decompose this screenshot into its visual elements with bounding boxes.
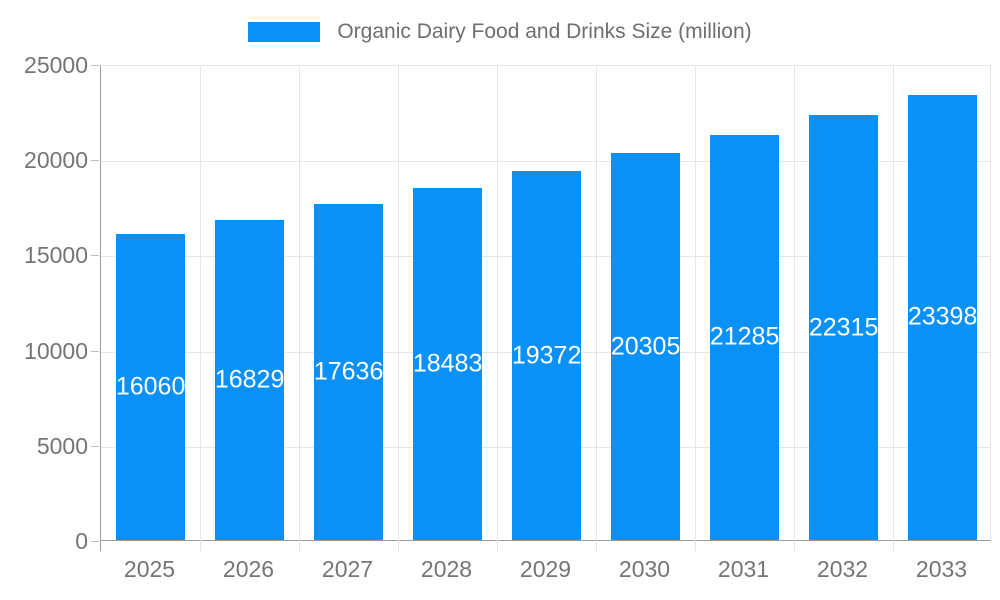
y-tick-label: 0 <box>75 528 88 554</box>
gridline-vertical <box>596 66 597 551</box>
gridline-vertical <box>893 66 894 551</box>
x-tick-label: 2029 <box>519 556 572 582</box>
y-axis-tick <box>91 541 99 542</box>
bar[interactable]: 20305 <box>610 153 681 540</box>
bar-value-label: 19372 <box>511 341 582 370</box>
y-axis-tick <box>91 350 99 352</box>
bar-value-label: 17636 <box>313 357 384 386</box>
bar-value-label: 16060 <box>115 372 186 401</box>
bar-value-label: 16829 <box>214 365 285 394</box>
bar[interactable]: 21285 <box>709 134 780 540</box>
gridline-vertical <box>299 66 300 551</box>
y-axis-bottom-tick <box>100 541 101 551</box>
bar-value-label: 20305 <box>610 332 681 361</box>
gridline-vertical <box>497 66 498 551</box>
bar-value-label: 22315 <box>808 313 879 342</box>
legend-label: Organic Dairy Food and Drinks Size (mill… <box>337 20 752 43</box>
x-tick-label: 2028 <box>420 556 473 582</box>
bar[interactable]: 19372 <box>511 171 582 540</box>
gridline-horizontal <box>101 161 990 163</box>
gridline-vertical <box>695 66 696 551</box>
bar[interactable]: 23398 <box>907 94 978 540</box>
y-tick-label: 25000 <box>24 52 88 78</box>
y-axis-tick <box>91 160 99 162</box>
gridline-vertical <box>200 66 201 551</box>
bar-value-label: 18483 <box>412 349 483 378</box>
x-tick-label: 2030 <box>618 556 671 582</box>
x-tick-label: 2026 <box>222 556 275 582</box>
bar-value-label: 23398 <box>907 302 978 331</box>
bar-value-label: 21285 <box>709 322 780 351</box>
legend-swatch <box>248 22 321 42</box>
bar[interactable]: 16829 <box>214 219 285 540</box>
bar[interactable]: 18483 <box>412 188 483 540</box>
y-tick-label: 5000 <box>36 432 88 459</box>
bar[interactable]: 17636 <box>313 204 384 540</box>
x-tick-label: 2033 <box>915 556 968 582</box>
bar[interactable]: 16060 <box>115 234 186 540</box>
x-tick-label: 2032 <box>816 556 869 582</box>
chart-legend[interactable]: Organic Dairy Food and Drinks Size (mill… <box>0 18 1000 46</box>
x-tick-label: 2031 <box>717 556 770 582</box>
y-axis-tick <box>91 445 99 447</box>
gridline-vertical <box>794 66 795 551</box>
y-axis-tick <box>91 255 99 257</box>
y-tick-label: 15000 <box>24 242 88 269</box>
x-tick-label: 2027 <box>321 556 374 582</box>
plot-area: 16060 16829 17636 18483 19372 20305 21285 22315… <box>100 65 991 551</box>
y-tick-label: 20000 <box>24 147 88 174</box>
y-axis-tick <box>91 65 99 66</box>
gridline-vertical <box>398 66 399 551</box>
bar[interactable]: 22315 <box>808 115 879 540</box>
x-tick-label: 2025 <box>123 556 176 582</box>
y-tick-label: 10000 <box>24 337 88 364</box>
